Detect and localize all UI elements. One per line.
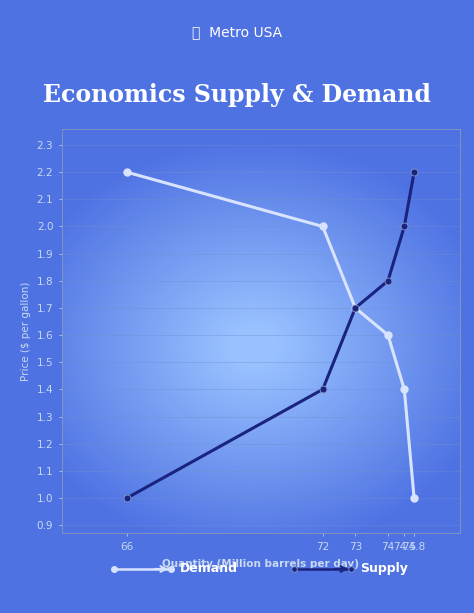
- Text: Supply: Supply: [360, 563, 408, 576]
- X-axis label: Quantity (Million barrels per day): Quantity (Million barrels per day): [162, 558, 359, 569]
- Y-axis label: Price ($ per gallon): Price ($ per gallon): [21, 281, 31, 381]
- Text: Economics Supply & Demand: Economics Supply & Demand: [43, 83, 431, 107]
- Text: 🛢  Metro USA: 🛢 Metro USA: [192, 25, 282, 39]
- Text: Demand: Demand: [180, 563, 238, 576]
